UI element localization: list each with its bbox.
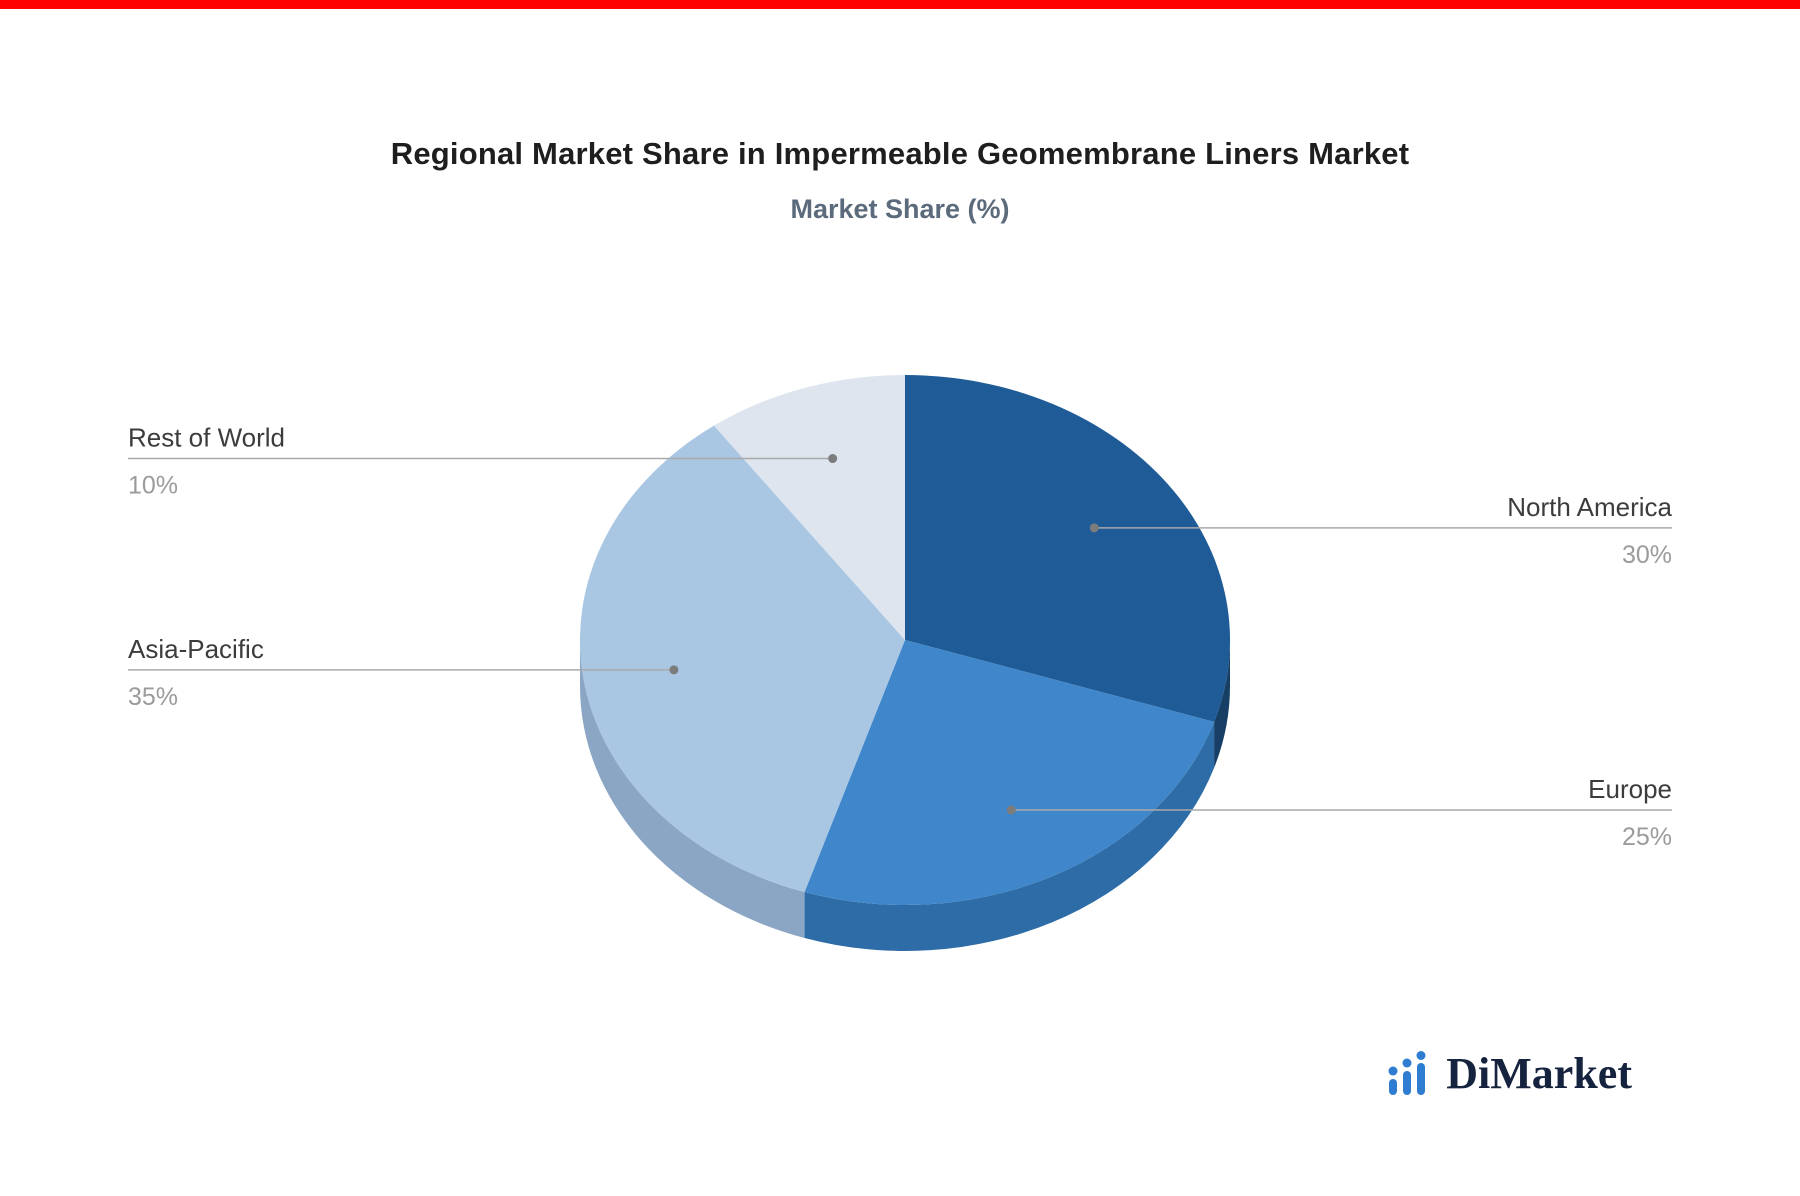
leader-dot-rest-of-world	[828, 454, 838, 464]
brand-logo: DiMarket	[1386, 1048, 1632, 1099]
pie-slice-rest-of-world[interactable]	[713, 375, 905, 640]
pie-slice-north-america[interactable]	[905, 375, 1231, 722]
pie-slice-side-asia-pacific	[580, 640, 805, 939]
slice-label-north-america: North America	[1507, 492, 1672, 522]
top-accent-bar	[0, 0, 1800, 9]
pie-slice-asia-pacific[interactable]	[579, 425, 905, 893]
bar-chart-icon	[1388, 1050, 1426, 1095]
slice-value-asia-pacific: 35%	[128, 683, 178, 711]
brand-name: DiMarket	[1446, 1049, 1632, 1098]
slice-value-north-america: 30%	[1622, 541, 1672, 569]
slice-label-rest-of-world: Rest of World	[128, 423, 285, 453]
pie-slice-side-europe	[804, 721, 1215, 951]
leader-dot-north-america	[1089, 523, 1099, 533]
chart-subtitle: Market Share (%)	[790, 194, 1010, 224]
slice-value-rest-of-world: 10%	[128, 472, 178, 500]
slice-value-europe: 25%	[1622, 823, 1672, 851]
leader-dot-asia-pacific	[669, 665, 679, 675]
chart-title: Regional Market Share in Impermeable Geo…	[390, 136, 1410, 171]
slice-label-europe: Europe	[1588, 774, 1672, 804]
pie-slice-europe[interactable]	[804, 640, 1215, 905]
leader-dot-europe	[1006, 805, 1016, 815]
pie-slice-side-north-america	[1214, 640, 1230, 768]
slice-label-asia-pacific: Asia-Pacific	[128, 634, 264, 664]
